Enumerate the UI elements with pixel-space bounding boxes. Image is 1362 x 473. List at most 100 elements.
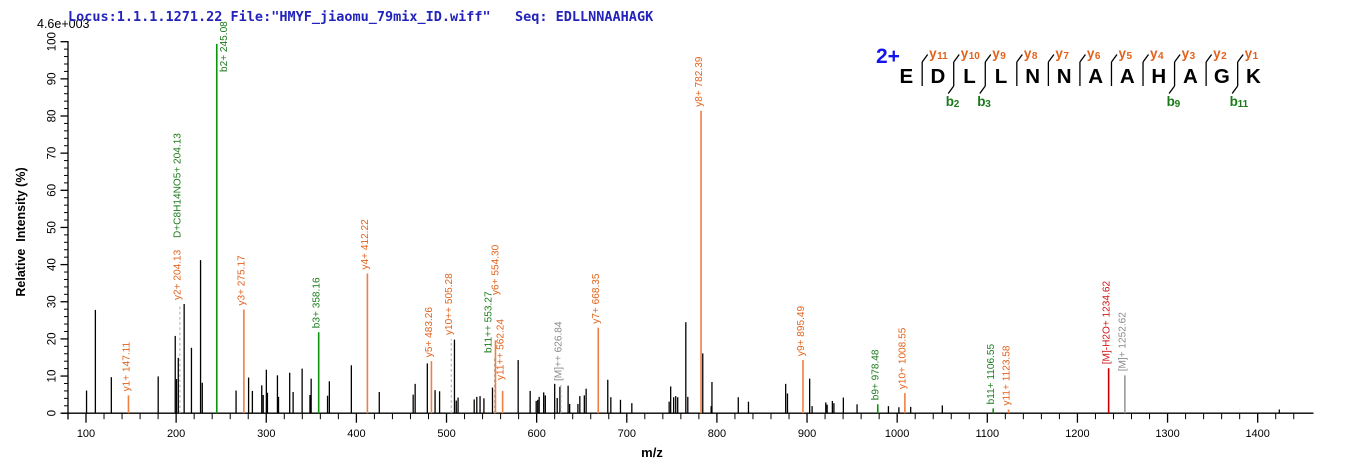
y-axis-tick-label: 50 [47,221,59,234]
peak-label: y10+ 1008.55 [898,327,909,389]
residue-letter: N [1057,65,1072,88]
b-ion-label: b [1230,94,1238,109]
x-axis-tick-label: 600 [527,428,545,440]
b-ion-label: b [1167,94,1175,109]
peak-label: y11+ 1123.58 [1001,345,1012,405]
y-ion-label: y [1087,46,1095,61]
y-ion-number: 8 [1032,51,1038,62]
peak-label: y9+ 895.49 [796,305,807,356]
y-ion-label: y [961,46,969,61]
y-axis-tick-label: 90 [47,72,59,85]
x-axis-tick-label: 1100 [975,428,999,440]
x-axis-tick-label: 1000 [885,428,909,440]
residue-letter: A [1088,65,1103,88]
precursor-charge: 2+ [876,45,900,68]
residue-letter: G [1214,65,1230,88]
x-axis-tick-label: 100 [77,428,95,440]
x-axis-tick-label: 500 [437,428,455,440]
y-axis-tick-label: 80 [47,110,59,123]
residue-letter: N [1025,65,1040,88]
y-axis-tick-label: 70 [47,147,59,160]
peak-label: b3+ 358.16 [311,277,322,328]
peak-label: b2+ 245.08 [219,21,230,72]
x-axis-tick-label: 1200 [1065,428,1089,440]
residue-letter: K [1246,65,1261,88]
residue-letter: A [1120,65,1135,88]
x-axis-tick-label: 1300 [1155,428,1179,440]
y-ion-number: 7 [1063,51,1069,62]
fragmentation-mark-top [1047,54,1055,63]
fragmentation-mark-top [1016,54,1023,63]
y-ion-label: y [1245,46,1253,61]
fragmentation-mark-bottom [1168,85,1176,94]
y-axis-tick-label: 20 [47,333,59,346]
b-ion-number: 11 [1238,99,1249,110]
y-ion-number: 5 [1126,51,1132,62]
peak-label: [M]-H2O+ 1234.62 [1101,281,1112,365]
y-axis-tick-label: 60 [47,184,59,197]
x-axis-tick-label: 700 [618,428,636,440]
fragmentation-mark-top [1110,54,1118,63]
peak-label: y10++ 505.28 [444,273,455,335]
y-ion-number: 2 [1221,51,1227,62]
peak-label: [M]+ 1252.62 [1118,312,1129,372]
peak-label: y3+ 275.17 [237,255,248,306]
x-axis-tick-label: 800 [708,428,726,440]
b-ion-number: 2 [954,99,960,110]
residue-letter: D [931,65,946,88]
peak-label: y8+ 782.39 [694,56,705,107]
residue-letter: H [1151,65,1166,88]
intensity-scale-readout: 4.6e+003 [37,17,90,31]
peak-label: y1+ 147.11 [121,341,132,391]
y-ion-number: 10 [969,51,981,62]
fragmentation-mark-top [1205,54,1213,63]
y-ion-label: y [1055,46,1063,61]
peak-label: y2+ 204.13 [173,249,184,300]
y-axis-title: Relative Intensity (%) [14,167,28,296]
fragmentation-mark-bottom [979,85,986,94]
residue-letter: A [1183,65,1198,88]
fragmentation-mark-top [1142,54,1150,63]
fragmentation-mark-top [1079,54,1086,63]
x-axis-tick-label: 1400 [1245,428,1269,440]
y-ion-number: 4 [1158,51,1164,62]
y-ion-label: y [1118,46,1126,61]
y-ion-number: 3 [1190,51,1196,62]
fragmentation-mark-bottom [947,85,955,94]
x-axis-tick-label: 900 [798,428,816,440]
fragmentation-mark-top [984,54,992,63]
x-axis-tick-label: 300 [257,428,275,440]
residue-letter: L [995,65,1008,88]
b-ion-number: 3 [985,99,991,110]
y-ion-number: 1 [1253,51,1259,62]
fragmentation-mark-top [1237,54,1244,63]
y-ion-label: y [1024,46,1032,61]
x-axis-tick-label: 400 [347,428,365,440]
y-axis-tick-label: 100 [47,32,59,51]
b-ion-label: b [977,94,985,109]
peak-label: y11++ 562.24 [495,319,506,380]
y-axis-tick-label: 10 [47,370,59,383]
peak-label: b9+ 978.48 [871,349,882,400]
peak-label: b11+ 1106.55 [986,343,997,404]
fragmentation-mark-top [921,54,929,63]
x-axis-title: m/z [641,445,663,460]
peak-label: y5+ 483.26 [424,307,435,358]
peak-label: [M]++ 626.84 [554,321,565,381]
peak-label: y4+ 412.22 [360,219,371,270]
residue-letter: E [900,65,914,88]
y-ion-label: y [1213,46,1221,61]
y-ion-label: y [992,46,1000,61]
b-ion-number: 9 [1175,99,1181,110]
y-ion-number: 11 [937,51,948,62]
peak-label: y6+ 554.30 [490,244,501,295]
fragmentation-mark-top [953,54,960,63]
locus-title: Locus:1.1.1.1271.22 File:"HMYF_jiaomu_79… [68,9,654,25]
peak-label: y7+ 668.35 [591,273,602,324]
y-ion-label: y [1182,46,1190,61]
y-ion-label: y [929,46,937,61]
y-axis-tick-label: 0 [47,410,59,416]
